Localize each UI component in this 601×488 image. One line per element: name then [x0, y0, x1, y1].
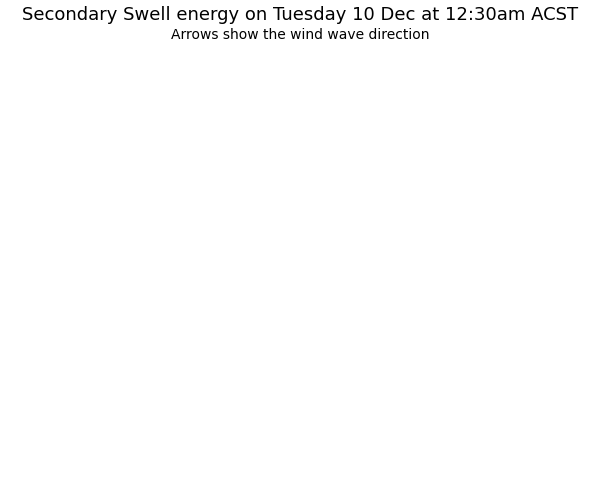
Text: Secondary Swell energy on Tuesday 10 Dec at 12:30am ACST: Secondary Swell energy on Tuesday 10 Dec…	[22, 6, 579, 24]
Text: Arrows show the wind wave direction: Arrows show the wind wave direction	[171, 28, 430, 42]
Text: Map requires cartopy: Map requires cartopy	[197, 257, 404, 275]
